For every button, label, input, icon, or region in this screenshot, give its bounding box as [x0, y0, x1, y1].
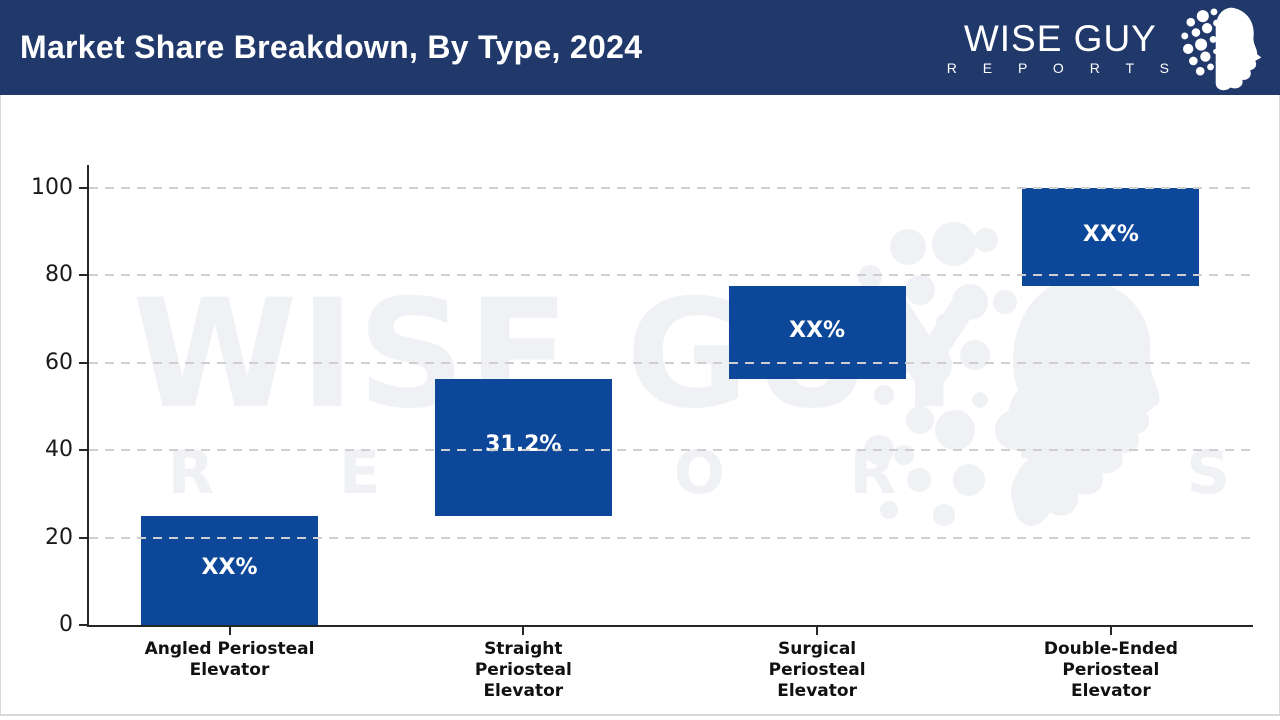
- x-tick-mark: [1109, 627, 1112, 635]
- gridline: [89, 274, 1253, 276]
- bar: [1022, 187, 1200, 286]
- brand-subtitle: R E P O R T S: [946, 60, 1180, 76]
- gridline: [89, 449, 1253, 451]
- x-category-label: Double-Ended Periosteal Elevator: [1043, 639, 1178, 701]
- bottom-divider: [0, 714, 1280, 716]
- bar: [434, 379, 612, 516]
- bar: [728, 285, 906, 380]
- y-tick-label: 0: [59, 612, 73, 637]
- x-tick-mark: [816, 627, 819, 635]
- x-category-label: Angled Periosteal Elevator: [144, 639, 315, 680]
- y-tick-mark: [79, 624, 87, 626]
- y-tick-mark: [79, 361, 87, 364]
- x-tick-mark: [228, 627, 231, 635]
- wise-guy-face-icon: [1181, 7, 1262, 90]
- y-axis-line: [87, 165, 89, 627]
- y-tick-label: 20: [45, 524, 73, 550]
- bar-value-label: XX%: [789, 317, 846, 343]
- gridline: [89, 186, 1253, 189]
- gridline: [89, 536, 1253, 539]
- brand-name: WISE GUY: [963, 18, 1157, 59]
- x-tick-mark: [522, 627, 525, 635]
- y-tick-label: 100: [31, 174, 73, 200]
- bar-value-label: XX%: [1082, 221, 1139, 247]
- x-category-label: Straight Periosteal Elevator: [474, 639, 572, 701]
- bar: [141, 515, 318, 625]
- y-tick-mark: [79, 186, 87, 189]
- bar-value-label: XX%: [201, 555, 258, 581]
- y-tick-label: 40: [45, 437, 73, 462]
- header-bar: Market Share Breakdown, By Type, 2024 WI…: [0, 0, 1280, 95]
- y-tick-mark: [79, 274, 87, 276]
- page-title: Market Share Breakdown, By Type, 2024: [20, 29, 643, 65]
- y-tick-mark: [79, 536, 87, 539]
- bar-value-label: 31.2%: [485, 432, 562, 458]
- x-category-label: Surgical Periosteal Elevator: [768, 639, 866, 701]
- gridline: [89, 361, 1253, 364]
- x-axis-line: [87, 625, 1253, 627]
- brand-logo: WISE GUY R E P O R T S: [941, 5, 1266, 91]
- y-tick-label: 60: [45, 349, 73, 375]
- y-tick-mark: [79, 449, 87, 451]
- y-tick-label: 80: [45, 262, 73, 287]
